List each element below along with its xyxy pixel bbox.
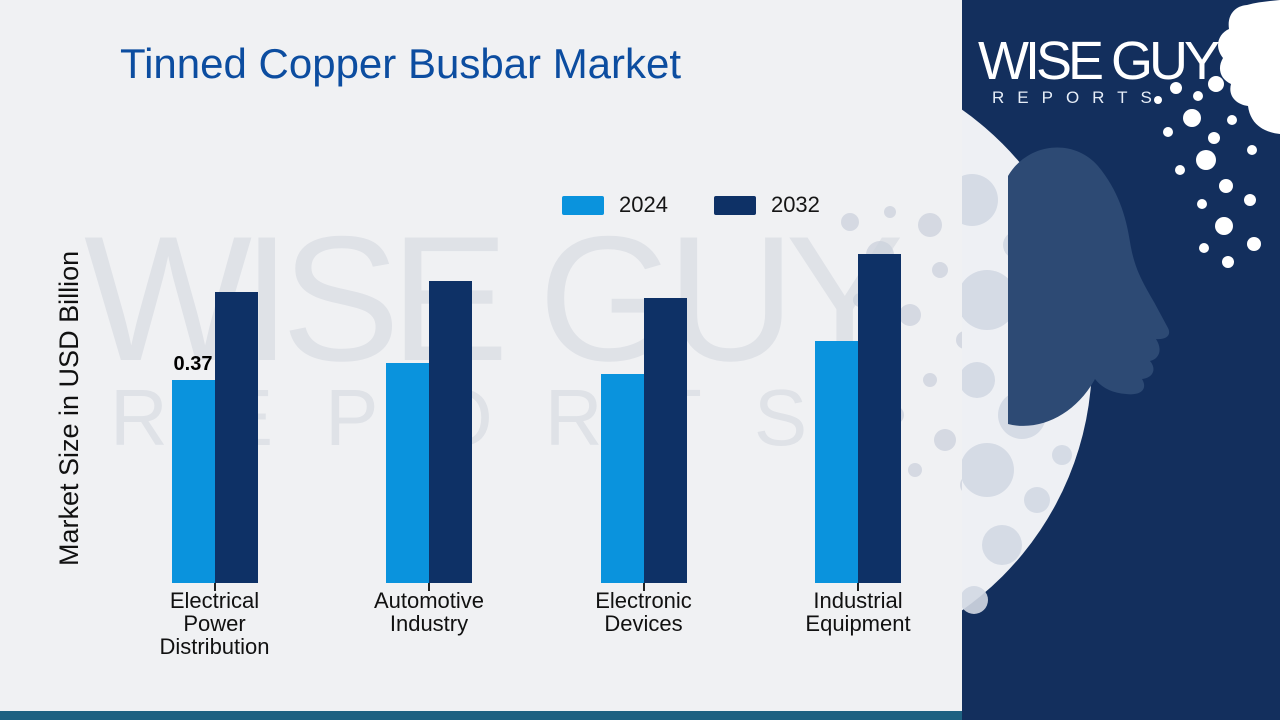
legend-swatch-2024 bbox=[562, 195, 604, 215]
legend-item-2024: 2024 bbox=[562, 192, 668, 218]
category-label: Electronic Devices bbox=[595, 588, 692, 636]
bar-data-label: 0.37 bbox=[173, 353, 213, 375]
legend-swatch-2032 bbox=[713, 195, 756, 215]
bar-2032-2 bbox=[429, 281, 472, 583]
bar-2032-3 bbox=[643, 298, 687, 583]
category-label: Electrical Power Distribution bbox=[159, 588, 270, 659]
brand-reports-text: REPORTS bbox=[992, 88, 1165, 107]
bar-2024-2 bbox=[386, 363, 429, 583]
x-axis-tick bbox=[213, 583, 216, 591]
bar-2024-3 bbox=[600, 374, 644, 583]
category-label: Automotive Industry bbox=[373, 588, 485, 636]
category-label: Industrial Equipment bbox=[805, 588, 911, 636]
brand-wiseguy-text: WISE GUY bbox=[978, 31, 1220, 91]
legend-label-2024: 2024 bbox=[619, 192, 668, 217]
corner-face-shape bbox=[1218, 0, 1280, 134]
bar-2024-4 bbox=[815, 341, 858, 583]
legend-label-2032: 2032 bbox=[770, 192, 820, 217]
brand-panel-artwork bbox=[962, 0, 1280, 614]
y-axis-label: Market Size in USD Billion bbox=[54, 250, 84, 566]
legend-item-2032: 2032 bbox=[713, 192, 820, 218]
x-axis-tick bbox=[428, 583, 430, 591]
chart-legend: 2024 2032 bbox=[562, 192, 820, 218]
x-axis-tick bbox=[857, 583, 859, 591]
bar-2032-1 bbox=[214, 292, 258, 583]
bar-2024-1 bbox=[171, 380, 215, 583]
face-profile-silhouette bbox=[1008, 147, 1170, 426]
x-axis-tick bbox=[642, 583, 645, 591]
bar-2032-4 bbox=[858, 254, 901, 583]
page-title: Tinned Copper Busbar Market bbox=[120, 40, 682, 87]
footer-accent-strip bbox=[0, 711, 1280, 720]
brand-panel: WISE GUY REPORTS bbox=[962, 0, 1280, 720]
